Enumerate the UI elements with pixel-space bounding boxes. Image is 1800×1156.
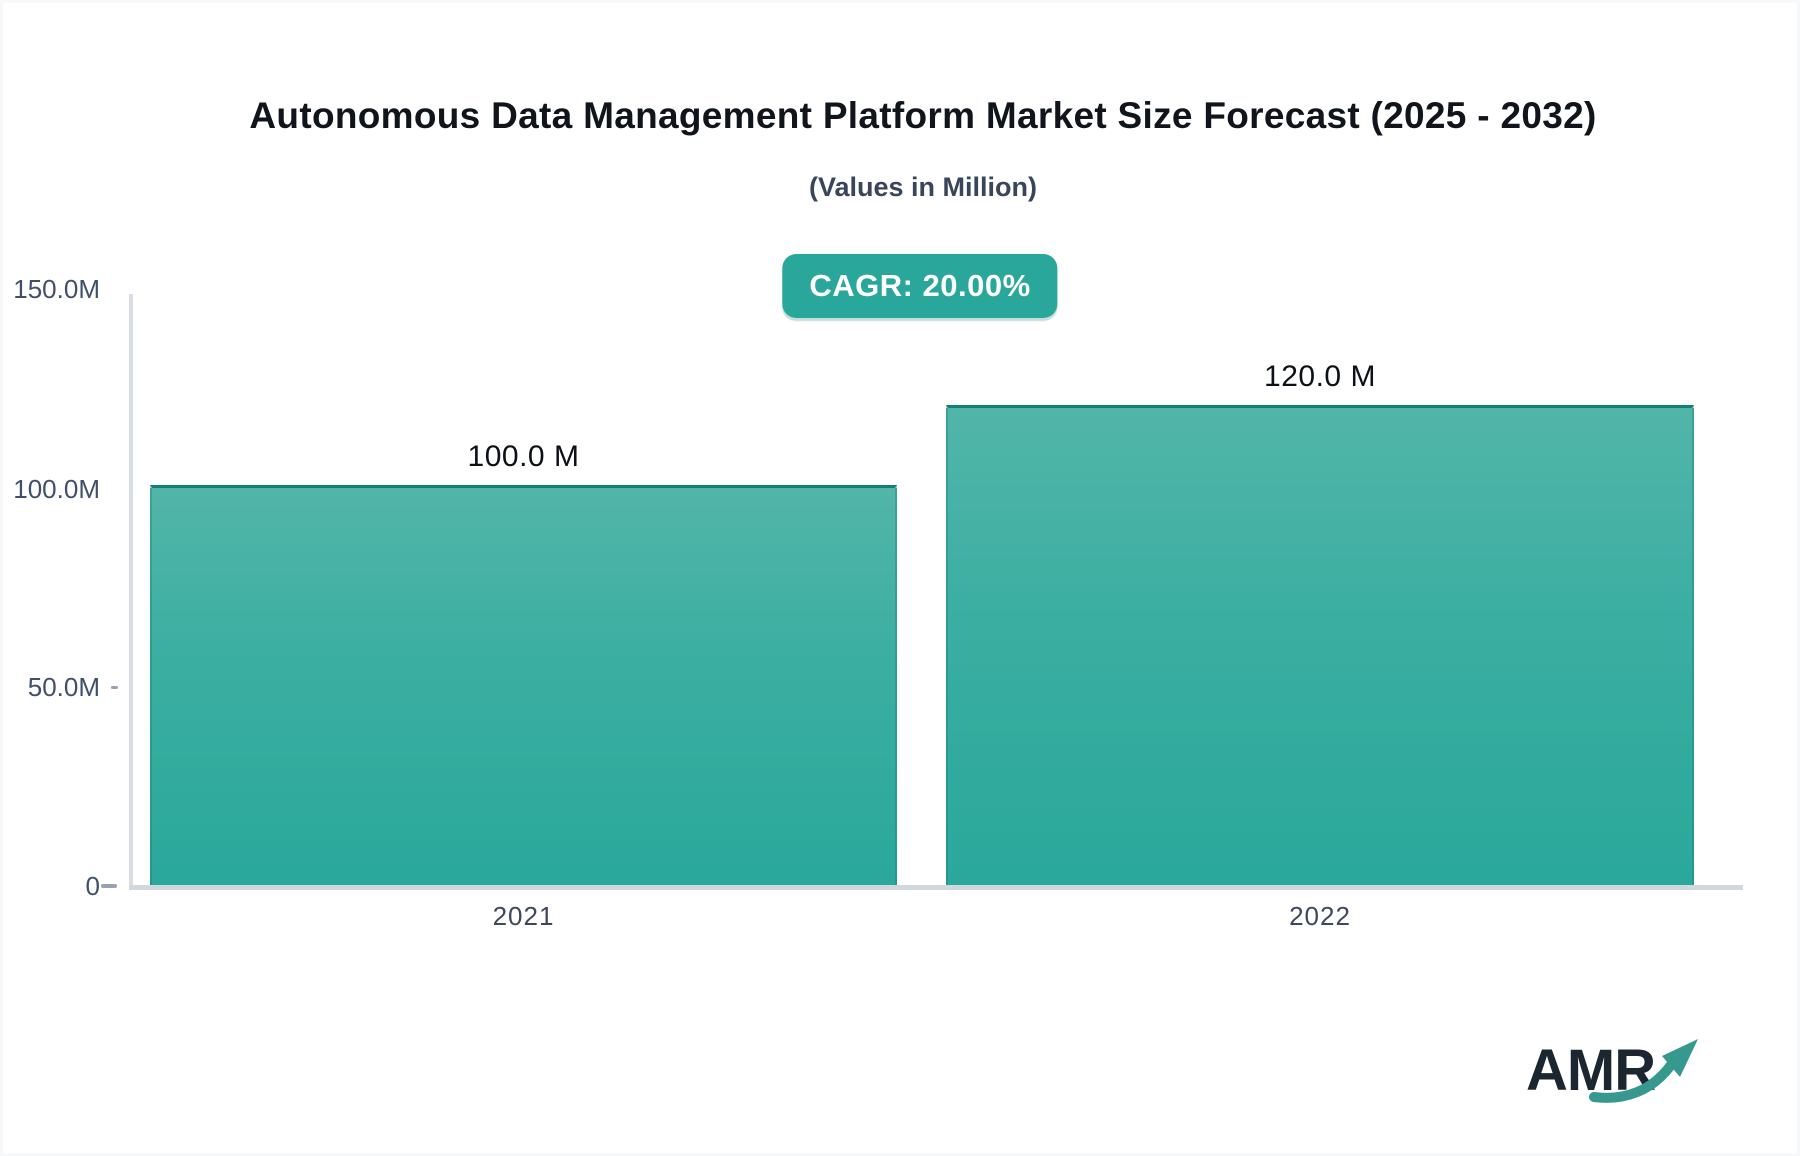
growth-arrow-icon [1589, 1060, 1676, 1103]
x-axis-line [129, 885, 1743, 890]
cagr-badge: CAGR: 20.00% [782, 254, 1058, 318]
y-axis-tick-0 [101, 884, 117, 888]
y-axis-label-150m: 150.0M [13, 274, 100, 304]
growth-arrow-head-icon [1662, 1039, 1698, 1077]
y-axis-line [129, 294, 133, 886]
bar-2021 [150, 485, 897, 885]
x-axis-label-2021: 2021 [492, 901, 555, 931]
y-axis-tick-50m [111, 686, 118, 689]
bar-group-2022: 120.0 M [946, 360, 1694, 885]
bar-2022 [946, 405, 1694, 885]
chart-subtitle: (Values in Million) [808, 172, 1038, 202]
bar-value-label-2021: 100.0 M [467, 440, 580, 473]
amr-logo: AMR [1524, 1030, 1709, 1110]
x-axis-label-2022: 2022 [1289, 901, 1351, 931]
amr-logo-graphic: AMR [1526, 1038, 1698, 1103]
bar-group-2021: 100.0 M [150, 440, 897, 885]
cagr-badge-label: CAGR: 20.00% [809, 268, 1031, 303]
y-axis-label-0: 0 [85, 871, 100, 901]
chart-title: Autonomous Data Management Platform Mark… [249, 95, 1597, 136]
bar-value-label-2022: 120.0 M [1264, 360, 1376, 393]
y-axis-label-100m: 100.0M [13, 474, 100, 504]
y-axis-label-50m: 50.0M [27, 672, 100, 702]
